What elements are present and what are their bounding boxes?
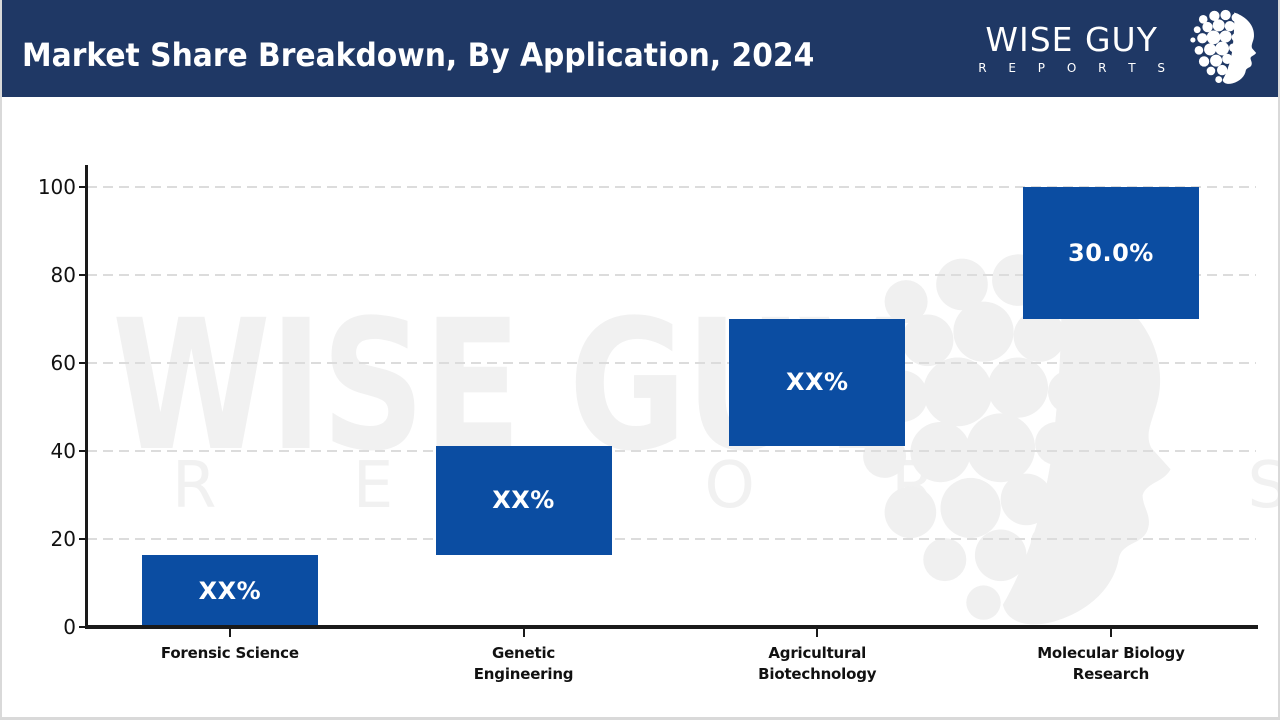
gridline-20 [87,538,1256,540]
brand-subtitle: R E P O R T S [978,61,1174,75]
y-axis-tick-label: 40 [50,439,76,463]
bar-value-label: XX% [785,368,849,397]
gridline-100 [87,186,1256,188]
x-axis-line [85,625,1258,629]
y-axis-tick [79,186,87,188]
bar-forensic-science: XX% [141,554,318,627]
y-axis-tick [79,450,87,452]
chart-area: WISE GUY R E P O R T S 0 20 40 60 80 100 XX% Fo… [0,97,1280,720]
x-axis-category-label: Genetic Engineering [473,644,574,683]
face-profile-dots-icon [1190,9,1257,84]
x-axis-tick [1109,629,1112,637]
y-axis-tick [79,538,87,540]
brand-logo: WISE GUY R E P O R T S [978,4,1272,94]
x-axis-tick [228,629,231,637]
x-axis-category-label: Agricultural Biotechnology [758,644,877,683]
y-axis-tick-label: 0 [63,615,76,639]
y-axis-line [85,165,88,629]
bar-value-label: XX% [198,576,262,605]
x-axis-category-label: Forensic Science [160,644,299,662]
y-axis-tick [79,274,87,276]
y-axis-tick [79,362,87,364]
gridline-40 [87,450,1256,452]
header-bar: Market Share Breakdown, By Application, … [0,0,1280,97]
x-axis-tick [522,629,525,637]
y-axis-tick-label: 20 [50,527,76,551]
y-axis-tick [79,626,87,628]
gridline-80 [87,274,1256,276]
bar-agricultural-biotechnology: XX% [729,319,906,446]
brand-name: WISE GUY [985,20,1158,59]
x-axis-tick [816,629,819,637]
y-axis-tick-label: 60 [50,351,76,375]
bar-genetic-engineering: XX% [435,445,612,555]
y-axis-tick-label: 80 [50,263,76,287]
brand-logo-text: WISE GUY R E P O R T S [969,20,1174,75]
x-axis-category-label: Molecular Biology Research [1037,644,1185,683]
bar-molecular-biology-research: 30.0% [1022,187,1199,319]
gridline-60 [87,362,1256,364]
bar-value-label: 30.0% [1068,239,1154,267]
y-axis-tick-label: 100 [37,175,76,199]
bar-value-label: XX% [492,486,555,515]
page-title: Market Share Breakdown, By Application, … [22,36,815,74]
